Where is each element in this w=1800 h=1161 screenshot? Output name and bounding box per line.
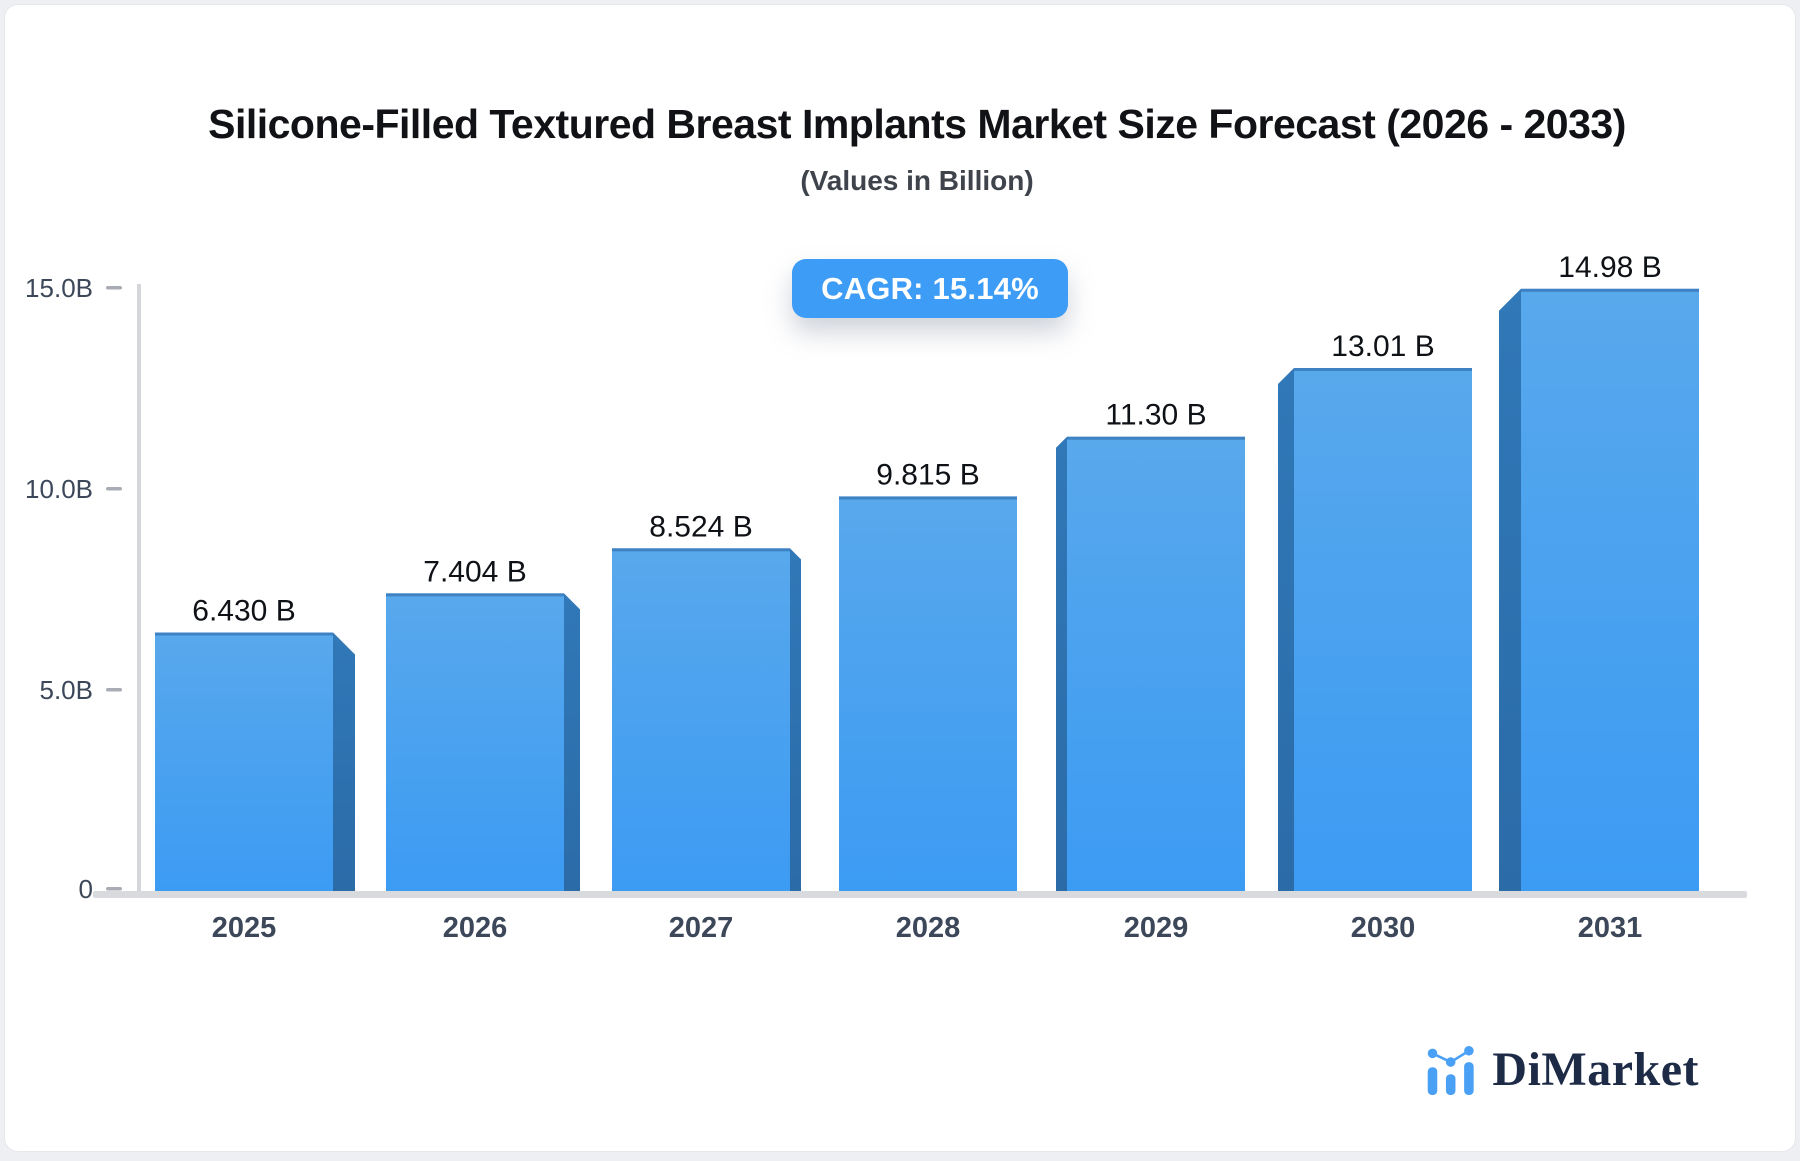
bar-2027 (612, 548, 790, 891)
bar-value-label: 11.30 B (1105, 399, 1206, 432)
bar-top-edge (386, 593, 564, 597)
bar-2031 (1521, 288, 1699, 892)
bar-side-2029 (1056, 436, 1067, 891)
bar-2026 (386, 593, 564, 891)
cagr-badge: CAGR: 15.14% (792, 259, 1068, 318)
chart-title: Silicone-Filled Textured Breast Implants… (208, 101, 1626, 147)
chart-card: Silicone-Filled Textured Breast Implants… (4, 4, 1796, 1152)
y-axis-tick-label: 5.0B (40, 675, 94, 705)
bar-2029 (1067, 436, 1245, 891)
bar-2025 (155, 632, 333, 891)
x-axis-label: 2028 (896, 912, 961, 944)
dimarket-bars-icon (1428, 1046, 1475, 1095)
bar-value-label: 9.815 B (876, 458, 979, 491)
bar-top-edge (1067, 436, 1245, 440)
logo-bar-right (1464, 1062, 1475, 1095)
bar-top-edge (839, 496, 1017, 500)
x-axis-label: 2031 (1578, 912, 1643, 944)
y-axis-tick (106, 286, 122, 290)
x-axis-label: 2030 (1351, 912, 1416, 944)
bar-side-2031 (1499, 288, 1521, 892)
chart-subtitle: (Values in Billion) (800, 165, 1034, 196)
bar-value-label: 13.01 B (1331, 330, 1434, 363)
y-axis-tick (106, 688, 122, 692)
bar-value-label: 14.98 B (1558, 251, 1661, 284)
bar-value-label: 8.524 B (649, 510, 752, 543)
y-axis-tick (106, 887, 122, 891)
bar-top-edge (1521, 288, 1699, 292)
bar-top-edge (612, 548, 790, 552)
y-axis-tick-label: 15.0B (25, 273, 93, 303)
x-axis-baseline (93, 891, 1747, 898)
logo-bar-left (1428, 1067, 1438, 1095)
logo-dot-middle (1446, 1057, 1456, 1067)
bar-2028 (839, 496, 1017, 891)
bar-chart: 0 5.0B 10.0B 15.0B 6.430 B 2025 7.404 B 2026 8.5… (25, 251, 1747, 944)
brand-name: DiMarket (1492, 1042, 1699, 1096)
bar-value-label: 6.430 B (192, 595, 295, 628)
logo-dot-left (1428, 1048, 1438, 1059)
y-axis-tick-label: 0 (79, 874, 93, 904)
brand-logo: DiMarket (1426, 1037, 1699, 1101)
y-axis-tick (106, 487, 122, 491)
x-axis-label: 2027 (669, 912, 734, 944)
bar-side-2030 (1278, 367, 1294, 891)
x-axis-label: 2029 (1124, 912, 1189, 944)
cagr-badge-label: CAGR: 15.14% (821, 270, 1039, 306)
bar-value-label: 7.404 B (423, 555, 526, 588)
bar-side-2025 (333, 632, 355, 891)
logo-dot-right (1464, 1046, 1475, 1056)
x-axis-label: 2025 (212, 912, 277, 944)
bar-side-2027 (790, 548, 801, 891)
bar-2030 (1294, 367, 1472, 891)
y-axis-tick-label: 10.0B (25, 474, 93, 504)
bar-top-edge (155, 632, 333, 636)
bar-side-2026 (564, 593, 580, 891)
bar-top-edge (1294, 367, 1472, 371)
x-axis-label: 2026 (443, 912, 508, 944)
logo-bar-middle (1446, 1074, 1456, 1095)
y-axis-line (137, 284, 141, 891)
